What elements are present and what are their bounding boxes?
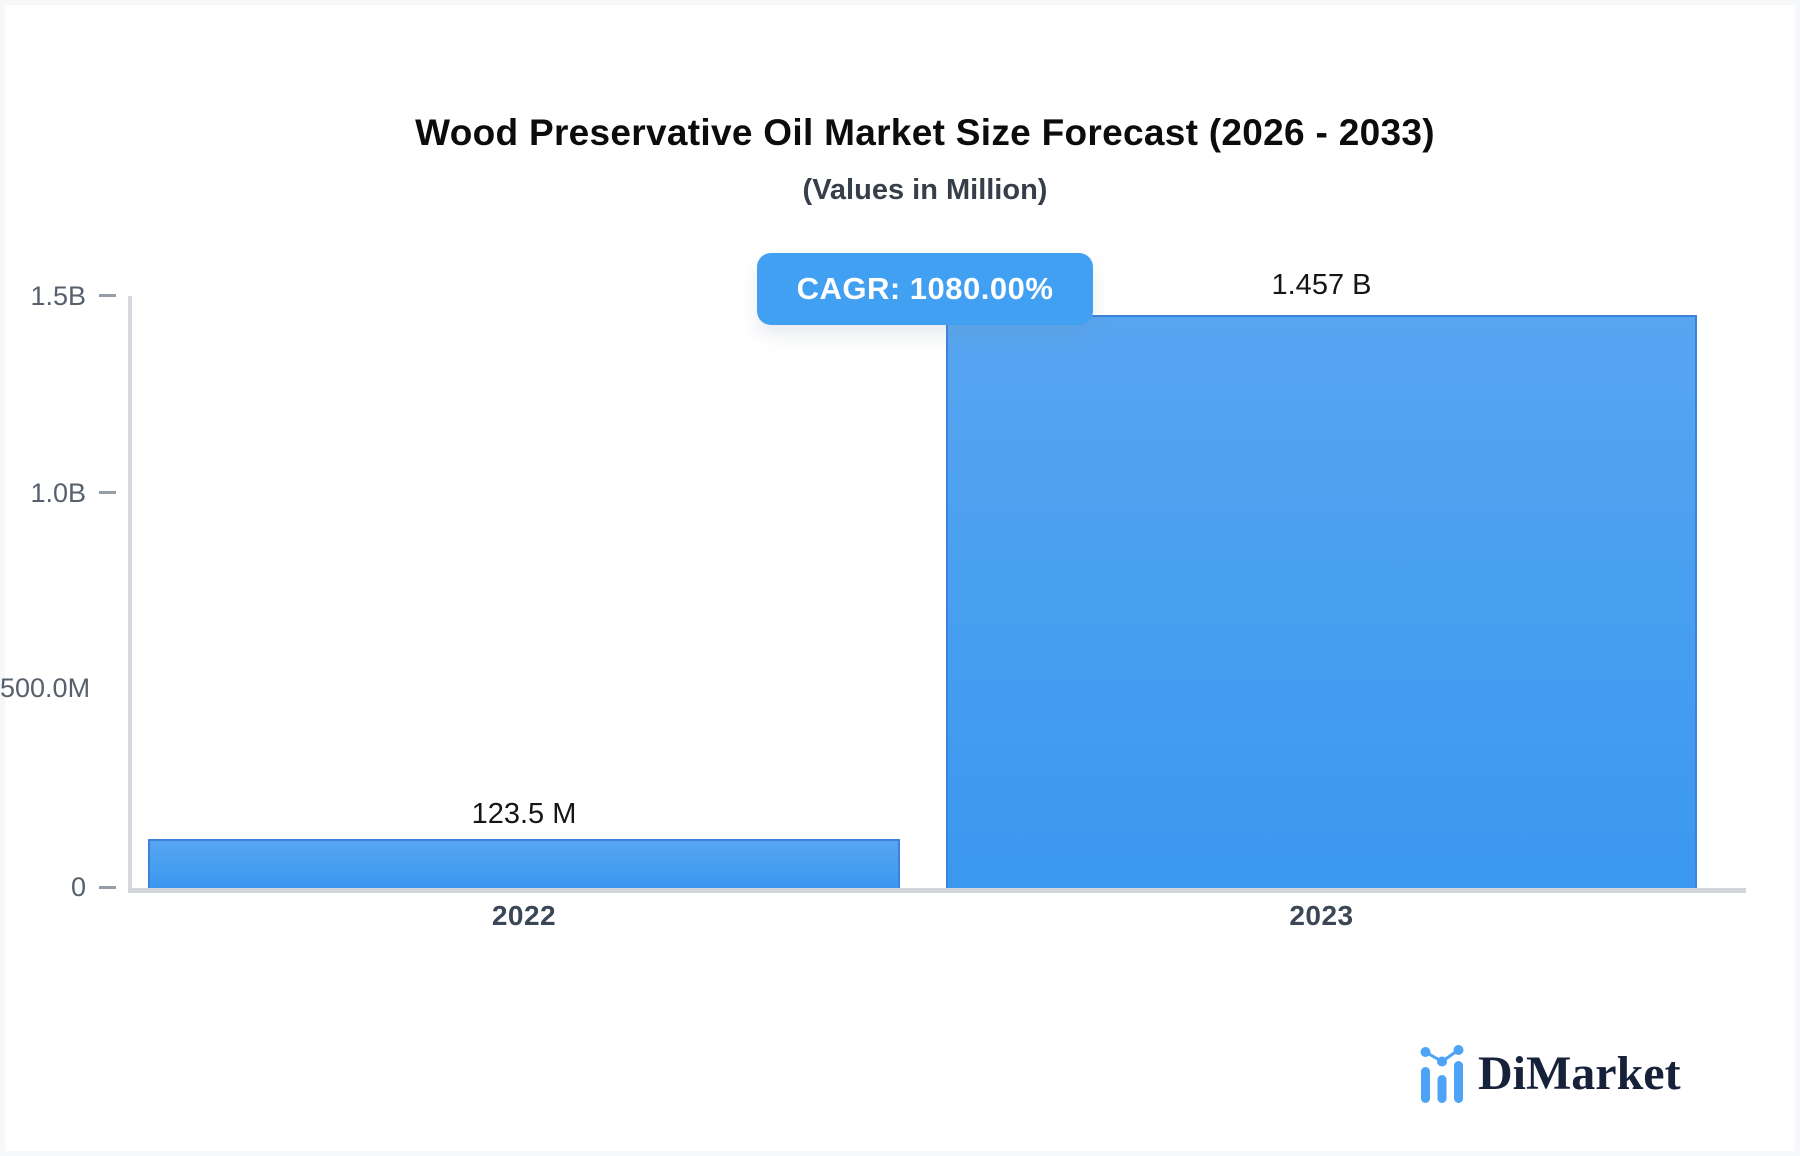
bar-value-label-2023: 1.457 B (1271, 269, 1372, 301)
chart-title: Wood Preservative Oil Market Size Foreca… (415, 112, 1435, 153)
x-axis-baseline (128, 888, 1746, 893)
y-tick-label-zero: 0 (70, 872, 86, 902)
bar-2022 (148, 839, 900, 888)
y-tick-label-1-5b: 1.5B (30, 281, 86, 311)
dimarket-logo: DiMarket (1420, 1042, 1681, 1106)
dimarket-logo-icon (1420, 1045, 1464, 1103)
y-tick-label-500m: 500.0M (0, 673, 91, 703)
bar-2023 (946, 315, 1697, 888)
bar-value-label-2022: 123.5 M (471, 798, 577, 830)
y-tick-mark-1-5b (99, 294, 116, 297)
x-axis-label-2023: 2023 (1289, 900, 1354, 931)
y-tick-mark-1-0b (99, 491, 116, 494)
y-tick-mark-zero (99, 886, 116, 889)
dimarket-logo-text: DiMarket (1478, 1047, 1681, 1100)
cagr-badge: CAGR: 1080.00% (757, 253, 1093, 325)
y-tick-label-1-0b: 1.0B (30, 478, 86, 508)
x-axis-label-2022: 2022 (491, 900, 557, 931)
chart-subtitle: (Values in Million) (802, 174, 1048, 206)
y-axis-line (128, 296, 132, 888)
